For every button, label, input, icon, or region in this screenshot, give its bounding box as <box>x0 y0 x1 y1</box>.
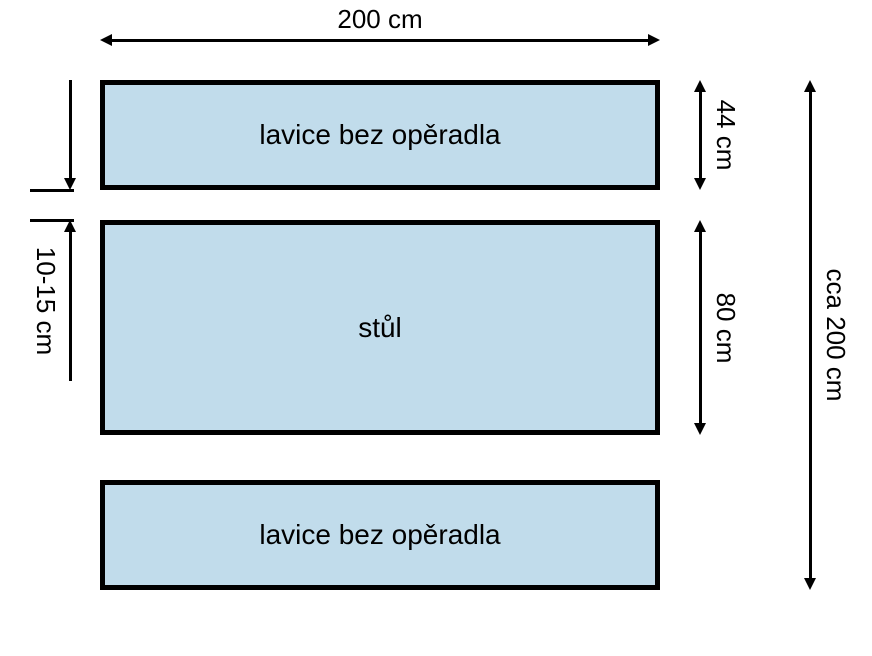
dim-arrow <box>694 220 706 232</box>
bench-top: lavice bez opěradla <box>100 80 660 190</box>
dim-arrow <box>648 34 660 46</box>
dim-arrow <box>694 423 706 435</box>
dim-overall-h-label: cca 200 cm <box>820 269 851 402</box>
dim-gap-label: 10-15 cm <box>30 246 61 354</box>
tick <box>30 219 74 222</box>
dim-line <box>112 39 648 42</box>
dim-table-h-line <box>699 232 702 423</box>
dim-table-h-label: 80 cm <box>710 292 741 363</box>
dim-bench-h-line <box>699 92 702 178</box>
tick <box>30 189 74 192</box>
bench-bottom: lavice bez opěradla <box>100 480 660 590</box>
dim-arrow <box>100 34 112 46</box>
dim-arrow <box>804 80 816 92</box>
dim-top-width: 200 cm <box>337 4 422 35</box>
dim-arrow <box>694 80 706 92</box>
dim-bench-h-label: 44 cm <box>710 100 741 171</box>
dim-arrow <box>694 178 706 190</box>
dim-gap-line <box>69 232 72 381</box>
dim-arrow <box>804 578 816 590</box>
table: stůl <box>100 220 660 435</box>
dim-gap-line <box>69 80 72 178</box>
dim-overall-h-line <box>809 92 812 578</box>
dim-arrow <box>64 220 76 232</box>
